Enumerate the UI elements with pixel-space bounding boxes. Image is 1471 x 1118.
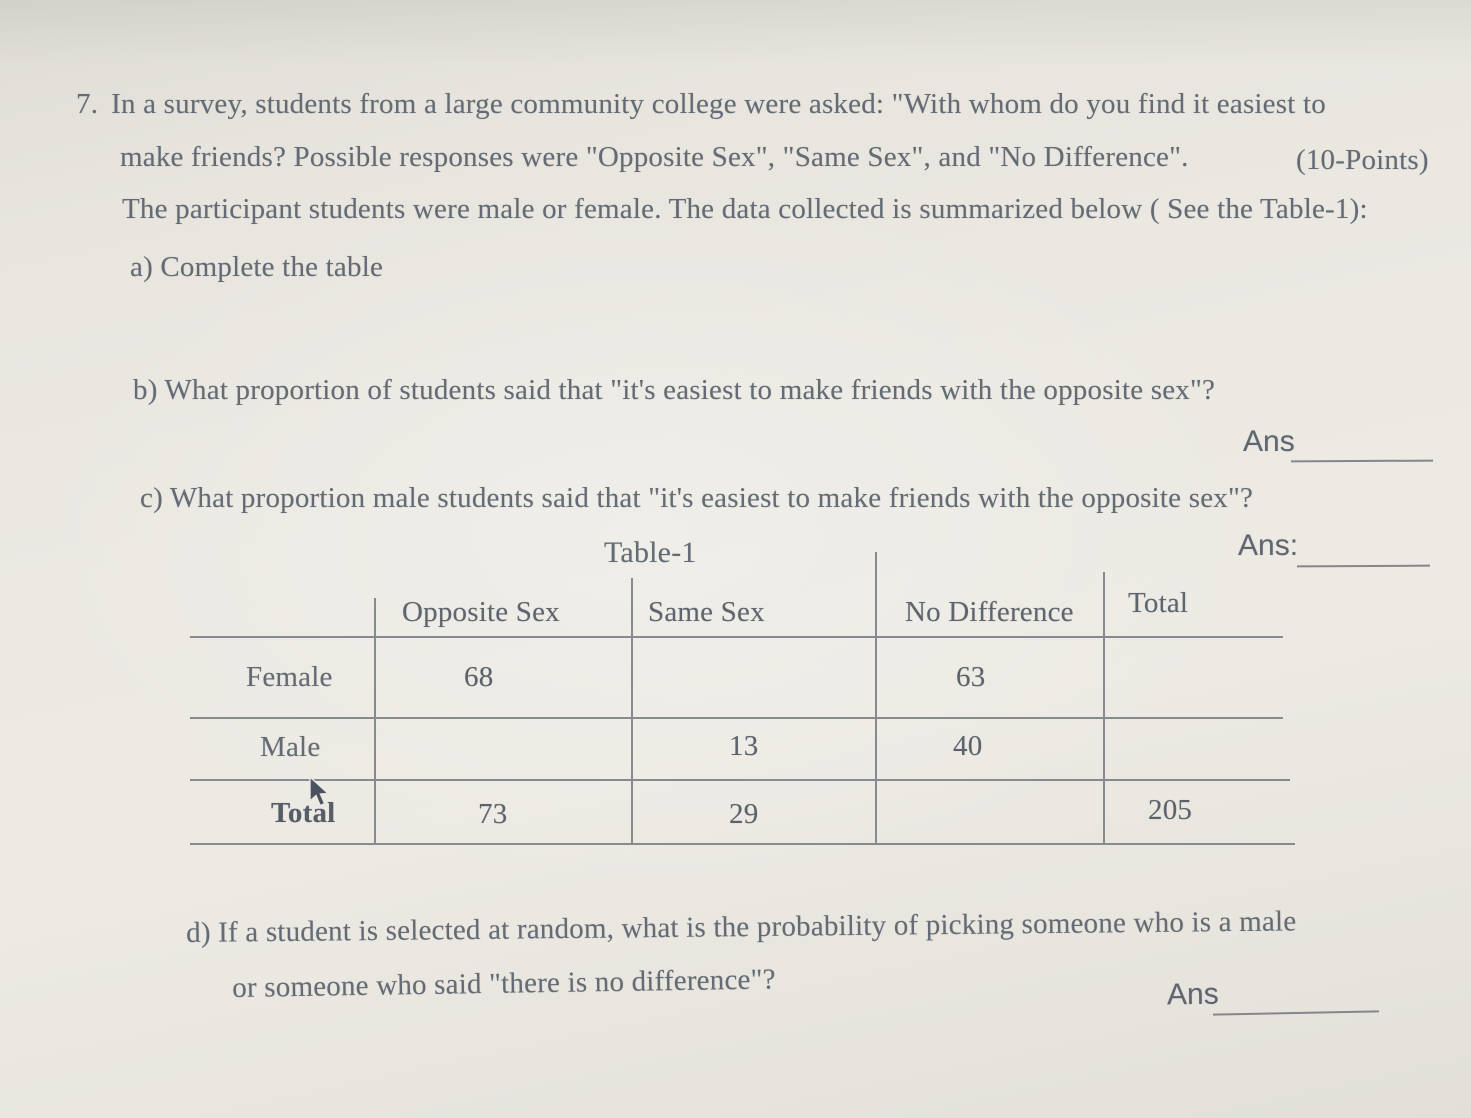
question-line-1-text: In a survey, students from a large commu… [111,88,1326,120]
table-cell-total-total: 205 [1148,794,1193,826]
points-label: (10-Points) [1296,144,1429,176]
part-d-line-1: d) If a student is selected at random, w… [186,905,1297,949]
part-a-text: a) Complete the table [130,251,384,283]
table-hline-male [190,779,1290,781]
question-line-1: 7. In a survey, students from a large com… [76,88,1326,121]
table-cell-male-nodiff: 40 [953,730,983,762]
table-header-total: Total [1128,587,1189,619]
table-vline-1 [374,598,376,845]
table-title: Table-1 [604,536,697,569]
table-vline-2 [631,578,633,845]
table-cell-female-nodiff: 63 [956,661,986,693]
table-header-opposite-sex: Opposite Sex [402,596,560,628]
part-d-line-2: or someone who said "there is no differe… [232,963,776,1004]
answer-c-blank-line [1296,564,1431,568]
answer-b-blank-line [1290,459,1434,463]
table-row-label-male: Male [260,731,321,763]
table-cell-male-samesex: 13 [729,730,759,762]
table-cell-female-opposite: 68 [464,661,494,693]
part-c-text: c) What proportion male students said th… [140,482,1254,514]
question-number: 7. [76,88,99,120]
table-header-same-sex: Same Sex [648,596,765,628]
question-line-2: make friends? Possible responses were "O… [120,141,1189,173]
question-line-3: The participant students were male or fe… [122,193,1368,225]
answer-c-label: Ans: [1238,529,1299,562]
mouse-pointer-icon [309,776,330,807]
answer-b-label: Ans [1243,425,1295,458]
answer-d-blank-line [1212,1010,1380,1016]
answer-d-label: Ans [1166,977,1219,1012]
table-hline-bottom [190,843,1295,845]
table-row-label-female: Female [246,661,333,693]
part-b-text: b) What proportion of students said that… [133,374,1216,406]
table-vline-4 [1103,572,1105,845]
table-vline-3 [875,552,877,845]
table-cell-total-samesex: 29 [729,798,759,830]
table-hline-header [190,636,1283,638]
table-hline-female [190,717,1283,719]
table-cell-total-opposite: 73 [478,798,508,830]
table-header-no-difference: No Difference [905,596,1074,628]
